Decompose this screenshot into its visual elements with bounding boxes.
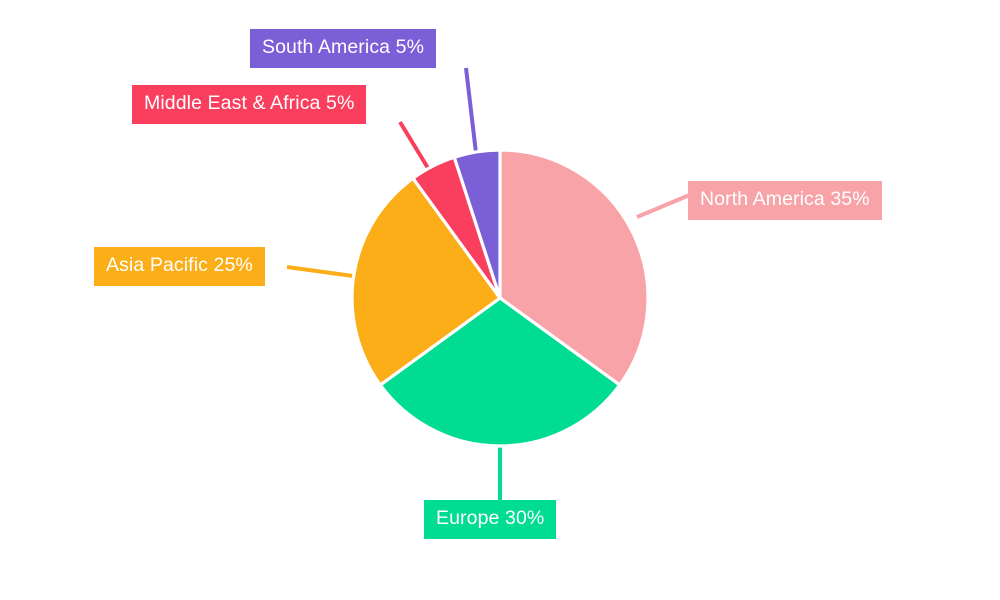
pie-slice-asia-pacific[interactable]: [350, 176, 502, 387]
pie-label-middle-east-africa[interactable]: Middle East & Africa 5%: [132, 85, 367, 124]
pie-label-europe[interactable]: Europe 30%: [424, 500, 557, 539]
pie-slice-europe[interactable]: [378, 296, 622, 448]
pie-slice-south-america[interactable]: [452, 148, 502, 300]
pie-label-north-america[interactable]: North America 35%: [688, 181, 882, 220]
pie-slices: [350, 148, 650, 448]
leader-line-asia-pacific: [286, 265, 354, 278]
pie-label-south-america[interactable]: South America 5%: [250, 29, 437, 68]
leader-line-south-america: [464, 67, 478, 154]
leader-line-north-america: [636, 192, 693, 219]
pie-slice-north-america[interactable]: [498, 148, 650, 387]
pie-label-asia-pacific[interactable]: Asia Pacific 25%: [94, 247, 265, 286]
